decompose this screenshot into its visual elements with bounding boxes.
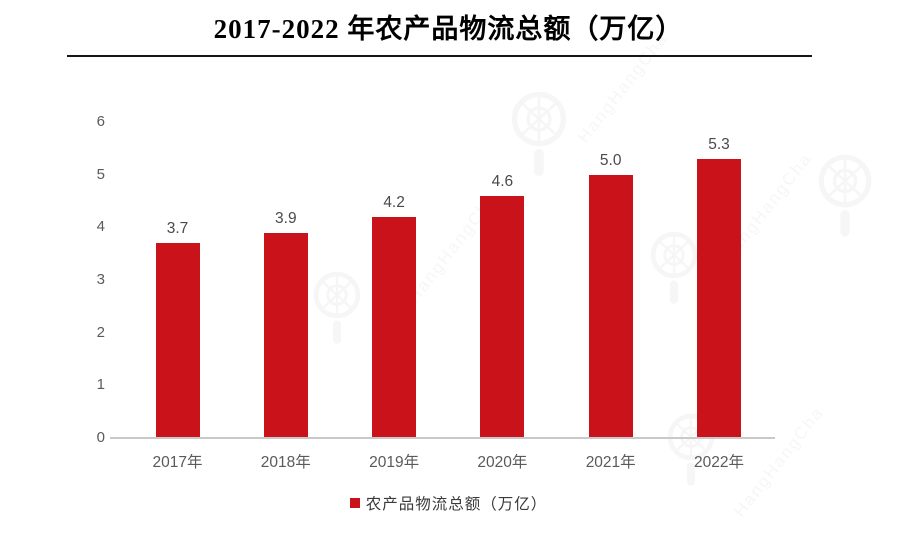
bar-value-label: 3.7 xyxy=(166,220,189,238)
x-axis-line xyxy=(110,437,775,439)
bar-value-label: 5.0 xyxy=(599,151,622,169)
bar-2020年 xyxy=(480,195,525,438)
legend: 农产品物流总额（万亿） xyxy=(0,492,897,514)
y-axis-tick-label: 5 xyxy=(96,165,105,183)
legend-marker xyxy=(349,498,360,508)
y-axis-tick-label: 4 xyxy=(96,218,105,236)
bar-value-label: 4.2 xyxy=(383,193,405,211)
title-divider xyxy=(67,55,812,57)
y-axis-tick-label: 3 xyxy=(96,271,105,288)
x-axis-tick-label: 2022年 xyxy=(694,454,744,471)
y-axis-tick-label: 1 xyxy=(96,376,105,394)
y-axis-tick-label: 2 xyxy=(96,323,105,341)
bar-2019年 xyxy=(372,216,417,438)
x-axis-tick-label: 2021年 xyxy=(585,454,636,471)
bar-value-label: 3.9 xyxy=(275,209,297,227)
x-axis-tick-label: 2018年 xyxy=(260,454,311,471)
bar-2017年 xyxy=(155,243,200,438)
bar-value-label: 4.6 xyxy=(491,172,514,190)
bar-value-label: 5.3 xyxy=(708,135,730,153)
x-axis-tick-label: 2017年 xyxy=(152,454,203,471)
bar-2021年 xyxy=(588,174,633,438)
legend-label: 农产品物流总额（万亿） xyxy=(365,496,548,513)
chart-title: 2017-2022 年农产品物流总额（万亿） xyxy=(213,14,684,44)
bar-2018年 xyxy=(263,232,308,438)
y-axis-tick-label: 0 xyxy=(96,429,105,446)
y-axis-tick-label: 6 xyxy=(96,113,105,130)
x-axis-tick-label: 2019年 xyxy=(369,454,420,471)
x-axis-tick-label: 2020年 xyxy=(477,454,528,471)
bar-2022年 xyxy=(697,158,741,438)
